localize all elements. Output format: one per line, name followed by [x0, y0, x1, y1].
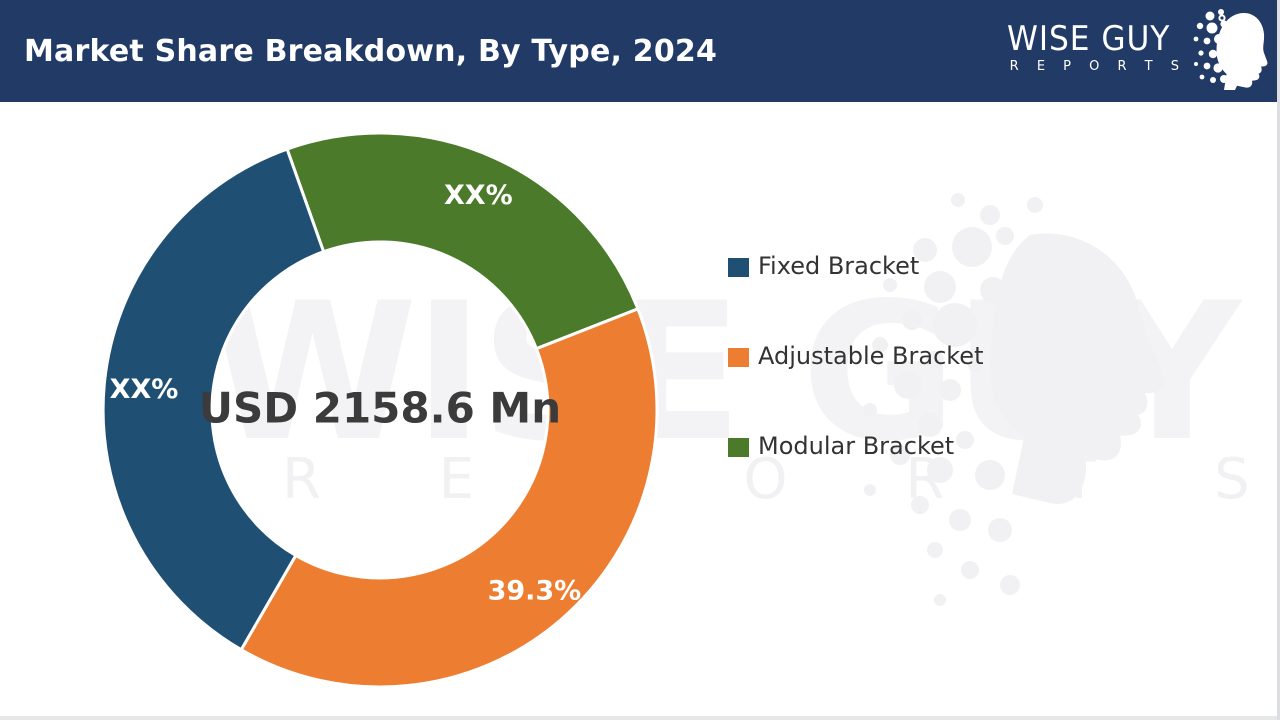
header-bar: Market Share Breakdown, By Type, 2024 WI… [0, 0, 1280, 102]
donut-segment-adjustable-bracket [239, 307, 659, 689]
donut-segment-fixed-bracket [101, 147, 326, 652]
legend-swatch-icon [728, 348, 749, 367]
page-title: Market Share Breakdown, By Type, 2024 [24, 33, 718, 69]
wiseguy-logo: WISE GUY R E P O R T S [1007, 6, 1270, 90]
legend-swatch-icon [728, 438, 749, 457]
logo-text: WISE GUY R E P O R T S [1006, 19, 1186, 74]
legend-swatch-icon [728, 258, 749, 277]
segment-value-label: XX% [110, 374, 179, 405]
legend-item-fixed-bracket: Fixed Bracket [728, 252, 983, 280]
legend-label: Modular Bracket [758, 432, 955, 460]
logo-subtext: R E P O R T S [1009, 58, 1186, 74]
segment-value-label: XX% [444, 180, 513, 211]
watermark-head-icon [863, 193, 1165, 606]
logo-wordmark: WISE GUY [1006, 19, 1170, 60]
watermark-subtext: R E P O R T S [282, 447, 1280, 512]
legend-label: Adjustable Bracket [758, 342, 984, 370]
donut-center-value: USD 2158.6 Mn [198, 383, 562, 433]
segment-value-label: 39.3% [488, 575, 582, 606]
legend-label: Fixed Bracket [758, 252, 920, 280]
logo-face-icon [1193, 9, 1268, 90]
donut-chart: XX% 39.3% XX% [101, 131, 659, 689]
legend-item-adjustable-bracket: Adjustable Bracket [728, 342, 983, 370]
chart-legend: Fixed Bracket Adjustable Bracket Modular… [728, 252, 983, 522]
bottom-edge-divider [0, 716, 1280, 720]
legend-item-modular-bracket: Modular Bracket [728, 432, 983, 460]
donut-segment-modular-bracket [285, 131, 640, 351]
right-edge-divider [1277, 0, 1280, 720]
